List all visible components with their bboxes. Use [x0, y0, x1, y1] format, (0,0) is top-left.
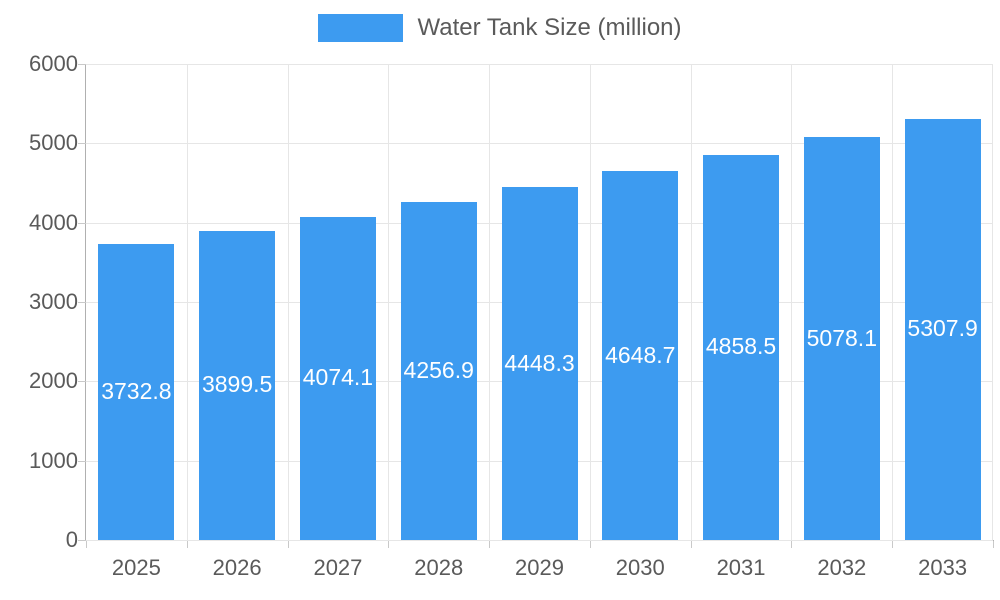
gridline-vertical [992, 64, 993, 540]
gridline-vertical [489, 64, 490, 540]
x-axis-tick-mark [288, 541, 289, 548]
x-axis-tick-mark [187, 541, 188, 548]
x-axis-tick-label: 2032 [817, 555, 867, 580]
x-axis-tick-label: 2033 [918, 555, 968, 580]
bar[interactable] [401, 202, 477, 540]
x-axis-tick-mark [993, 541, 994, 548]
bar[interactable] [602, 171, 678, 540]
gridline-vertical [892, 64, 893, 540]
y-axis-tick-label: 6000 [29, 51, 78, 76]
bar[interactable] [300, 216, 376, 540]
bar[interactable] [98, 243, 174, 540]
plot-area: 3732.8 3899.5 4074.1 4256.9 4448.3 4648.7 4858… [86, 64, 993, 541]
gridline-horizontal [86, 540, 993, 541]
bar[interactable] [905, 118, 981, 540]
y-axis-tick-mark [78, 460, 86, 462]
x-axis-tick-mark [892, 541, 893, 548]
x-axis-tick-label: 2029 [515, 555, 564, 580]
chart-legend: Water Tank Size (million) [0, 14, 1000, 42]
x-axis-tick-mark [86, 541, 87, 548]
bar[interactable] [502, 187, 578, 540]
x-axis-tick-label: 2031 [716, 555, 766, 580]
gridline-vertical [288, 64, 289, 540]
gridline-horizontal [86, 64, 993, 65]
x-axis-tick-mark [590, 541, 591, 548]
gridline-vertical [590, 64, 591, 540]
y-axis-tick-label: 4000 [29, 209, 78, 235]
y-axis-tick-label: 1000 [29, 447, 78, 473]
y-axis-tick-label: 2000 [29, 368, 78, 394]
x-axis-tick-mark [489, 541, 490, 548]
y-axis-tick-mark [78, 540, 86, 541]
y-axis-tick-label: 5000 [29, 130, 78, 156]
x-axis-tick-label: 2030 [615, 555, 665, 580]
y-axis-tick-mark [78, 143, 86, 145]
x-axis-tick-label: 2028 [414, 555, 464, 580]
gridline-horizontal [86, 143, 993, 145]
gridline-vertical [691, 64, 692, 540]
bar[interactable] [703, 154, 779, 540]
bar[interactable] [804, 137, 880, 540]
gridline-vertical [388, 64, 389, 540]
y-axis-tick-mark [78, 381, 86, 383]
y-axis-tick-mark [78, 222, 86, 224]
y-axis-tick-mark [78, 64, 86, 65]
gridline-vertical [791, 64, 792, 540]
x-axis-tick-label: 2027 [313, 555, 363, 580]
gridline-vertical [187, 64, 188, 540]
x-axis-tick-mark [791, 541, 792, 548]
y-axis-tick-mark [78, 302, 86, 303]
y-axis-tick-label: 0 [65, 527, 78, 552]
x-axis-tick-mark [691, 541, 692, 548]
x-axis-tick-label: 2026 [212, 555, 262, 580]
x-axis-tick-label: 2025 [111, 555, 161, 580]
legend-swatch-water-tank-size[interactable] [318, 14, 404, 42]
bar[interactable] [199, 230, 275, 540]
y-axis-tick-label: 3000 [29, 289, 78, 314]
x-axis-tick-mark [388, 541, 389, 548]
legend-label-water-tank-size[interactable]: Water Tank Size (million) [417, 14, 682, 41]
